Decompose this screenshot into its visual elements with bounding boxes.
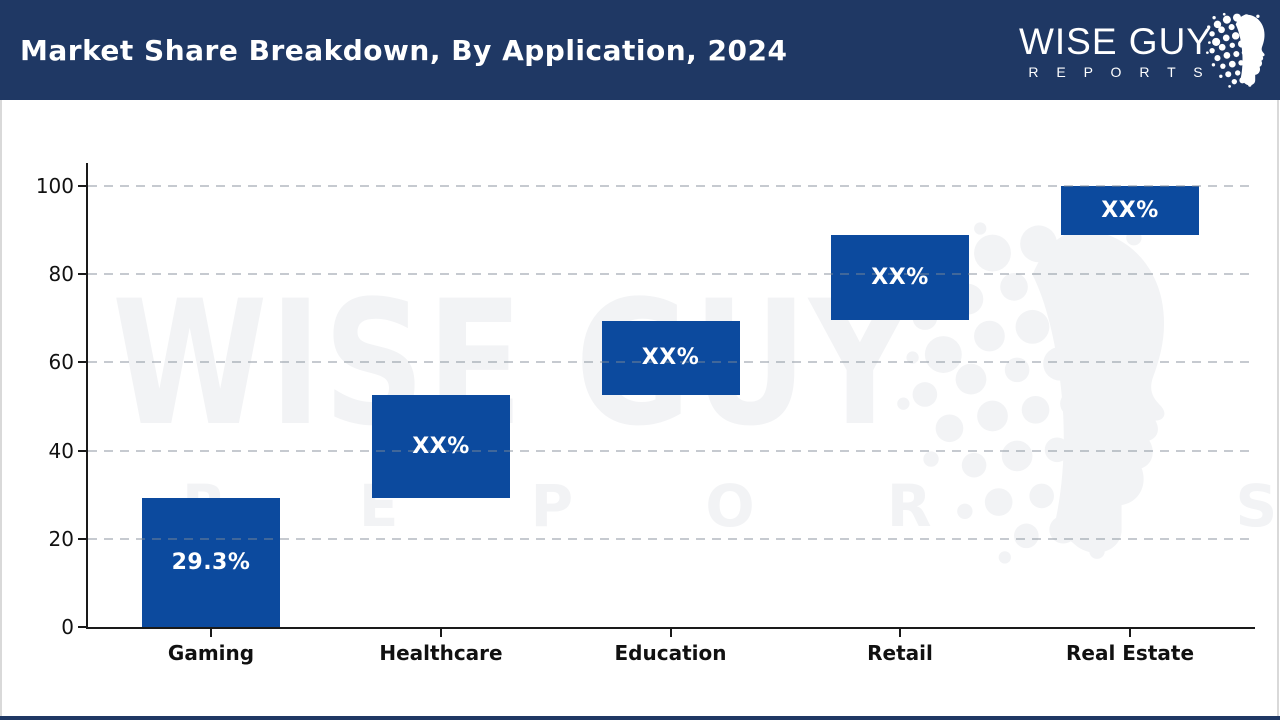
y-tick-label-100: 100 bbox=[35, 174, 74, 198]
logo-subtext: R E P O R T S bbox=[1028, 63, 1210, 80]
y-tick-label-20: 20 bbox=[48, 526, 74, 551]
y-axis-line bbox=[86, 163, 88, 629]
y-tickmark-0 bbox=[78, 626, 86, 628]
y-tickmark-100 bbox=[78, 185, 86, 187]
bar-healthcare bbox=[372, 395, 510, 498]
bar-label-healthcare: XX% bbox=[412, 434, 470, 460]
category-label-education: Education bbox=[614, 641, 727, 665]
y-tick-label-40: 40 bbox=[48, 438, 74, 463]
x-axis-line bbox=[86, 627, 1255, 629]
bar-education bbox=[601, 320, 740, 396]
wise-guy-logo: WISE GUY R E P O R T S bbox=[1019, 8, 1268, 94]
bar-label-education: XX% bbox=[641, 345, 700, 371]
bar-label-retail: XX% bbox=[871, 264, 929, 290]
footer-strip bbox=[0, 716, 1280, 720]
gridline-60 bbox=[88, 361, 1255, 364]
category-label-retail: Retail bbox=[867, 641, 933, 665]
waterfall-chart: 29.3% XX% XX% XX% XX% 0 20 40 60 80 100 Gaming Healt… bbox=[0, 100, 1280, 716]
y-tickmark-40 bbox=[78, 449, 86, 452]
right-edge-line bbox=[1277, 100, 1279, 716]
bar-label-gaming: 29.3% bbox=[171, 549, 251, 575]
gridline-20 bbox=[88, 537, 1255, 540]
y-tick-label-80: 80 bbox=[48, 262, 74, 287]
category-label-healthcare: Healthcare bbox=[379, 641, 503, 665]
y-tick-label-60: 60 bbox=[48, 350, 74, 375]
category-label-gaming: Gaming bbox=[167, 641, 255, 665]
x-tickmark-retail bbox=[899, 629, 901, 637]
x-tickmark-real-estate bbox=[1129, 629, 1131, 637]
category-label-real-estate: Real Estate bbox=[1065, 641, 1195, 665]
chart-area: WISE GUY R E P O R T S 29.3% XX% XX% XX% XX%… bbox=[0, 100, 1280, 716]
y-tickmark-60 bbox=[78, 361, 86, 364]
gridline-40 bbox=[88, 449, 1255, 452]
x-tickmark-healthcare bbox=[440, 629, 442, 637]
logo-text: WISE GUY R E P O R T S bbox=[1019, 23, 1212, 80]
header: Market Share Breakdown, By Application, … bbox=[0, 0, 1280, 100]
x-tickmark-education bbox=[669, 629, 672, 637]
y-tickmark-20 bbox=[78, 537, 86, 540]
x-tickmark-gaming bbox=[210, 629, 212, 637]
gridline-100 bbox=[88, 185, 1255, 187]
gridline-80 bbox=[88, 273, 1255, 276]
y-tickmark-80 bbox=[78, 273, 86, 276]
page-title: Market Share Breakdown, By Application, … bbox=[20, 33, 788, 67]
logo-wordmark: WISE GUY bbox=[1018, 20, 1212, 62]
bar-gaming bbox=[142, 497, 280, 627]
bar-label-real-estate: XX% bbox=[1101, 197, 1159, 223]
dot-face-profile-icon bbox=[1206, 12, 1265, 88]
y-tick-label-0: 0 bbox=[61, 615, 74, 639]
left-edge-line bbox=[0, 100, 2, 716]
